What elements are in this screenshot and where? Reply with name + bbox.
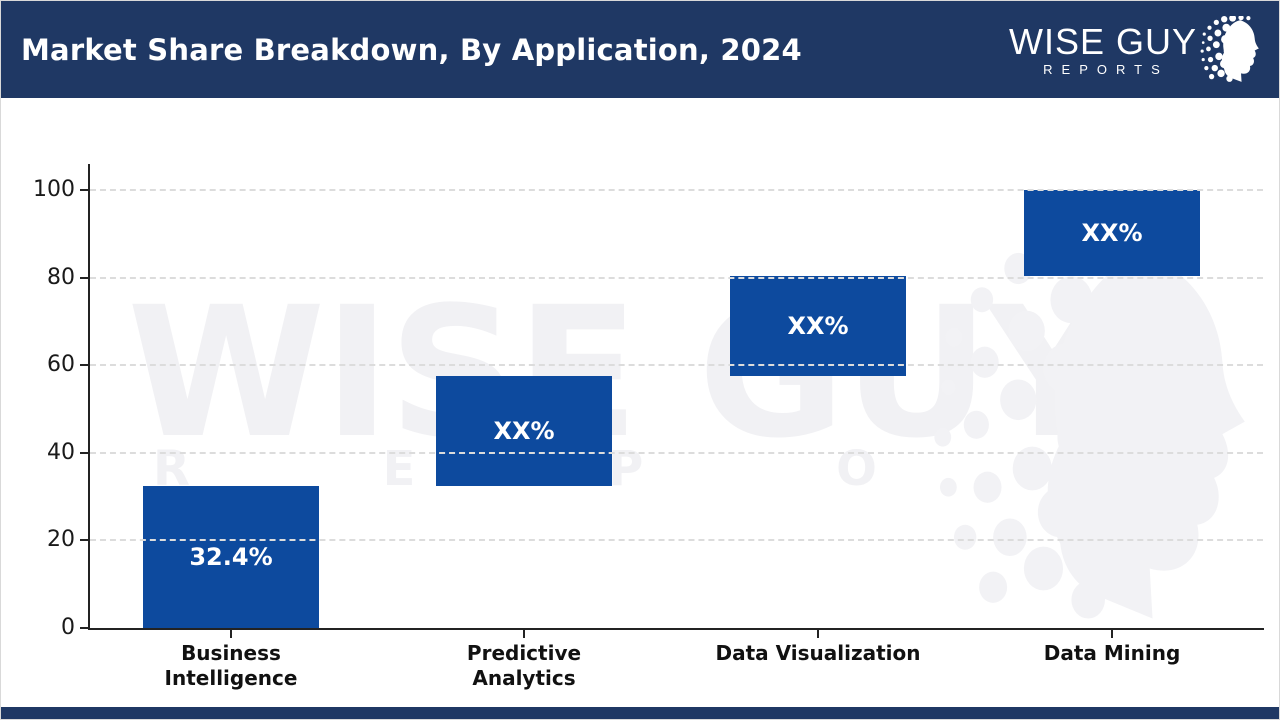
bar-predictive-analytics: XX%: [436, 376, 612, 487]
y-tick-mark: [80, 276, 88, 279]
y-tick-mark: [80, 451, 88, 454]
x-category-label: Business Intelligence: [164, 641, 298, 690]
bar-value-label: 32.4%: [189, 543, 273, 572]
footer-bar: [1, 707, 1279, 719]
gridline: [90, 364, 1263, 367]
x-category-label: Data Mining: [1043, 641, 1181, 665]
bar-data-visualization: XX%: [730, 276, 906, 377]
gridline: [90, 539, 1263, 542]
x-tick-mark: [523, 630, 525, 638]
x-tick-mark: [1111, 630, 1113, 638]
y-tick-mark: [80, 364, 88, 367]
page-title: Market Share Breakdown, By Application, …: [21, 32, 802, 67]
y-tick-label: 60: [47, 352, 75, 378]
bar-data-mining: XX%: [1024, 190, 1200, 277]
y-tick-mark: [80, 627, 88, 629]
bar-value-label: XX%: [493, 417, 555, 446]
bar-value-label: XX%: [787, 312, 849, 341]
dotted-head-logo-icon: [1200, 15, 1259, 82]
x-category-label: Predictive Analytics: [466, 641, 582, 690]
bar-value-label: XX%: [1081, 219, 1143, 248]
x-axis-line: [88, 628, 1264, 630]
logo-wordmark: WISE GUY: [1008, 20, 1197, 62]
gridline: [90, 189, 1263, 191]
logo-wordmark-block: WISE GUY REPORTS: [1008, 20, 1197, 77]
watermark-wordmark: WISE GUY: [127, 269, 1118, 478]
y-axis-line: [88, 164, 90, 630]
logo-tagline: REPORTS: [1043, 61, 1169, 77]
y-tick-label: 80: [47, 264, 75, 290]
y-tick-label: 40: [47, 439, 75, 465]
y-tick-label: 100: [33, 177, 75, 202]
header-bar: Market Share Breakdown, By Application, …: [1, 1, 1279, 98]
gridline: [90, 451, 1263, 454]
y-tick-label: 20: [47, 527, 75, 553]
y-tick-label: 0: [61, 615, 75, 640]
wiseguy-logo: WISE GUY REPORTS: [1008, 15, 1261, 84]
y-tick-mark: [80, 539, 88, 542]
gridline: [90, 276, 1263, 279]
y-tick-mark: [80, 189, 88, 191]
bar-business-intelligence: 32.4%: [143, 486, 319, 628]
watermark-head-icon: [934, 231, 1245, 619]
x-category-label: Data Visualization: [715, 641, 921, 665]
x-tick-mark: [230, 630, 232, 638]
x-tick-mark: [817, 630, 819, 638]
